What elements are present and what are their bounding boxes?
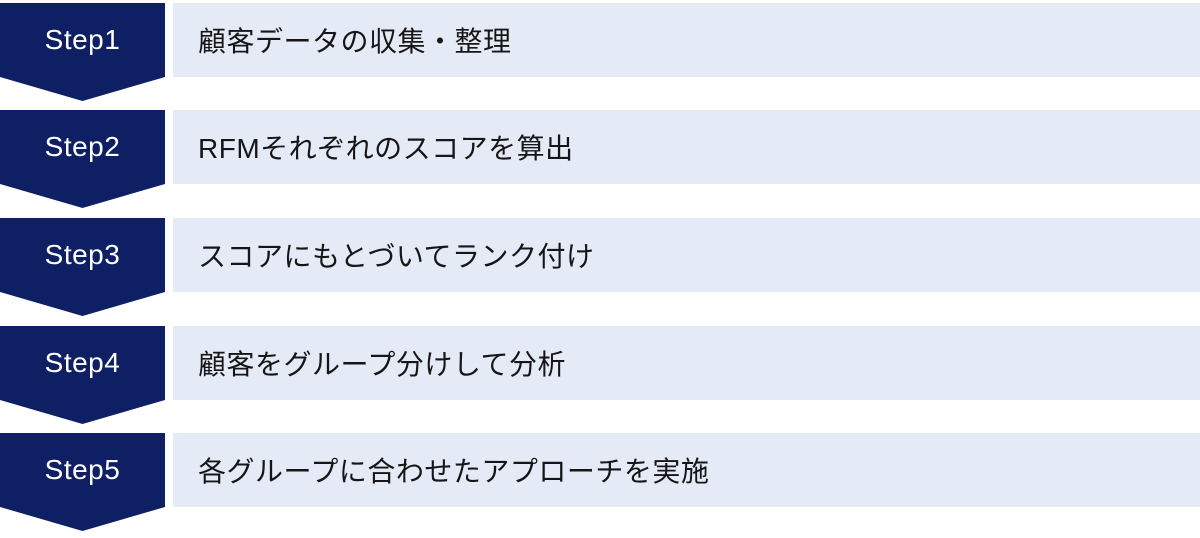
- step-number-label: Step2: [44, 131, 121, 162]
- step-chevron-badge: Step3: [0, 218, 165, 316]
- step-description-text: 顧客をグループ分けして分析: [198, 349, 566, 380]
- step-description-bar: 顧客データの収集・整理: [173, 3, 1200, 77]
- process-step-row: Step3 スコアにもとづいてランク付け: [0, 218, 1200, 316]
- step-chevron-badge: Step1: [0, 3, 165, 101]
- process-step-row: Step4 顧客をグループ分けして分析: [0, 326, 1200, 424]
- step-description-text: 各グループに合わせたアプローチを実施: [198, 456, 710, 487]
- step-number-label: Step3: [44, 239, 121, 270]
- step-description-bar: 顧客をグループ分けして分析: [173, 326, 1200, 400]
- step-number-label: Step5: [44, 454, 121, 485]
- process-step-row: Step1 顧客データの収集・整理: [0, 3, 1200, 101]
- step-description-text: 顧客データの収集・整理: [198, 26, 512, 57]
- step-chevron-badge: Step5: [0, 433, 165, 531]
- process-step-row: Step5 各グループに合わせたアプローチを実施: [0, 433, 1200, 531]
- step-description-text: RFMそれぞれのスコアを算出: [198, 133, 574, 164]
- step-number-label: Step4: [44, 347, 121, 378]
- step-chevron-badge: Step2: [0, 110, 165, 208]
- step-description-text: スコアにもとづいてランク付け: [198, 241, 595, 272]
- step-description-bar: スコアにもとづいてランク付け: [173, 218, 1200, 292]
- step-number-label: Step1: [44, 24, 121, 55]
- step-chevron-badge: Step4: [0, 326, 165, 424]
- step-description-bar: 各グループに合わせたアプローチを実施: [173, 433, 1200, 507]
- process-step-row: Step2 RFMそれぞれのスコアを算出: [0, 110, 1200, 208]
- step-description-bar: RFMそれぞれのスコアを算出: [173, 110, 1200, 184]
